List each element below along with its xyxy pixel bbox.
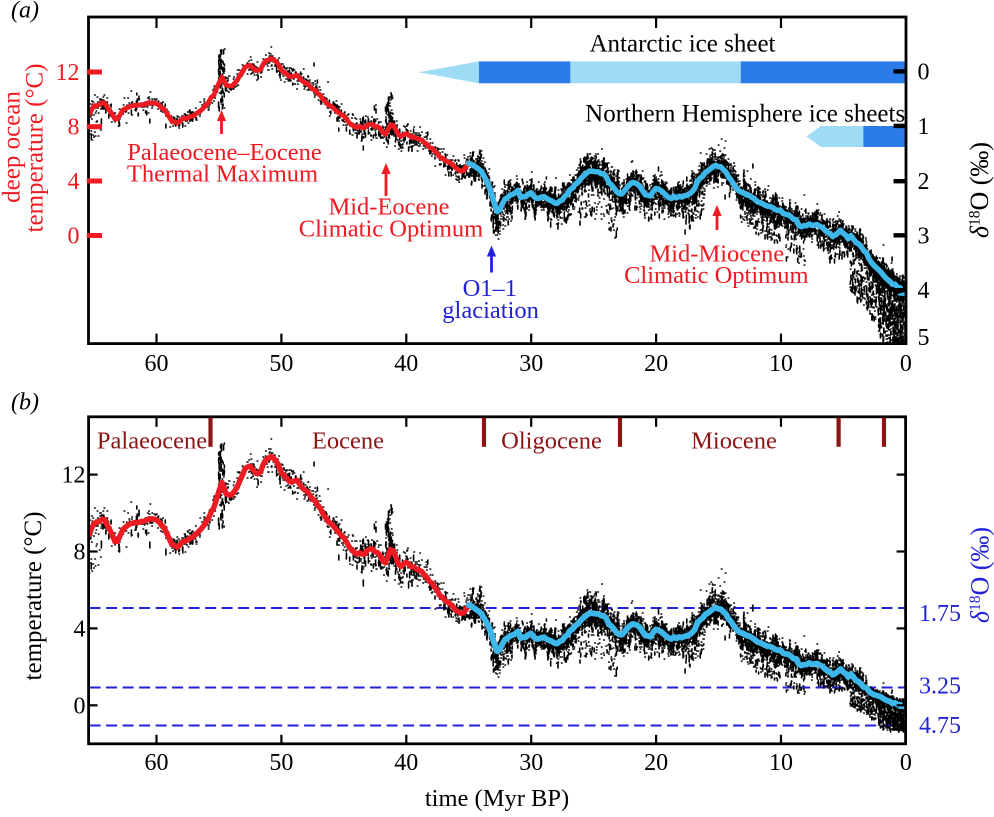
svg-text:Thermal Maximum: Thermal Maximum — [127, 161, 318, 188]
svg-text:0: 0 — [900, 351, 912, 377]
svg-text:4: 4 — [68, 169, 80, 195]
svg-text:3.25: 3.25 — [919, 674, 961, 700]
svg-text:8: 8 — [74, 540, 86, 566]
svg-text:4: 4 — [74, 616, 86, 642]
svg-text:5: 5 — [918, 325, 930, 351]
svg-text:Northern Hemisphere ice sheets: Northern Hemisphere ice sheets — [585, 101, 905, 128]
svg-text:20: 20 — [644, 750, 668, 776]
svg-text:50: 50 — [269, 750, 293, 776]
svg-text:40: 40 — [394, 750, 418, 776]
svg-text:4.75: 4.75 — [919, 713, 961, 739]
svg-text:0: 0 — [74, 693, 86, 719]
svg-text:30: 30 — [519, 750, 543, 776]
svg-text:30: 30 — [519, 351, 543, 377]
svg-text:12: 12 — [56, 60, 80, 86]
svg-text:0: 0 — [918, 59, 930, 85]
svg-text:60: 60 — [145, 351, 169, 377]
svg-text:1: 1 — [918, 114, 930, 140]
svg-text:Eocene: Eocene — [312, 428, 384, 455]
svg-text:12: 12 — [62, 463, 86, 489]
svg-text:temperature (°C): temperature (°C) — [20, 512, 47, 681]
svg-text:8: 8 — [68, 115, 80, 141]
svg-text:3: 3 — [918, 223, 930, 249]
svg-text:50: 50 — [269, 351, 293, 377]
svg-text:glaciation: glaciation — [442, 297, 539, 324]
svg-text:20: 20 — [644, 351, 668, 377]
svg-text:4: 4 — [918, 278, 930, 304]
svg-text:Oligocene: Oligocene — [501, 428, 602, 455]
svg-text:1.75: 1.75 — [919, 601, 961, 627]
svg-text:(b): (b) — [11, 390, 39, 416]
svg-text:Miocene: Miocene — [691, 428, 777, 455]
svg-text:10: 10 — [769, 351, 793, 377]
svg-text:Climatic Optimum: Climatic Optimum — [299, 216, 483, 243]
svg-text:Antarctic ice sheet: Antarctic ice sheet — [589, 31, 775, 58]
svg-text:Climatic Optimum: Climatic Optimum — [624, 262, 808, 289]
svg-text:0: 0 — [900, 750, 912, 776]
svg-text:10: 10 — [769, 750, 793, 776]
svg-text:60: 60 — [145, 750, 169, 776]
svg-text:Palaeocene: Palaeocene — [97, 428, 207, 455]
svg-text:2: 2 — [918, 169, 930, 195]
svg-text:0: 0 — [68, 224, 80, 250]
svg-text:(a): (a) — [11, 0, 39, 24]
svg-text:temperature (°C): temperature (°C) — [22, 64, 49, 233]
svg-text:40: 40 — [394, 351, 418, 377]
svg-text:time (Myr BP): time (Myr BP) — [425, 785, 569, 812]
